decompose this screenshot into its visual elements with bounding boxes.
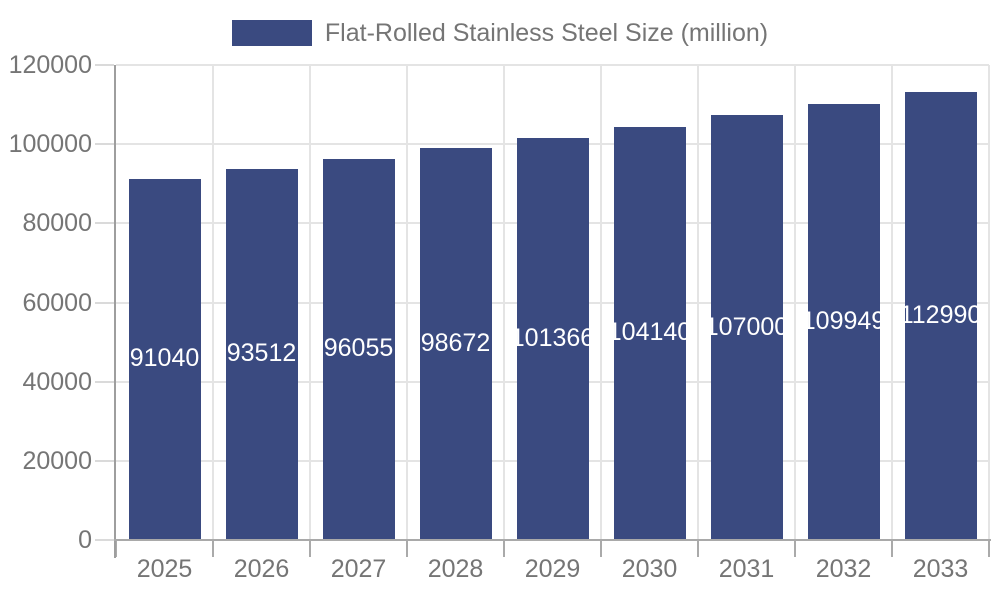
x-gridline xyxy=(891,65,893,540)
bar[interactable]: 107000 xyxy=(705,115,788,539)
x-gridline xyxy=(503,65,505,540)
x-gridline xyxy=(309,65,311,540)
bar-value-label: 101366 xyxy=(510,323,595,352)
bar[interactable]: 93512 xyxy=(225,168,298,539)
x-axis-line xyxy=(114,539,991,541)
y-axis-tick-label: 20000 xyxy=(22,446,92,475)
y-axis-tick xyxy=(95,539,114,541)
bar-value-label: 109949 xyxy=(801,306,886,335)
x-axis-tick-label: 2026 xyxy=(233,555,290,583)
x-gridline xyxy=(697,65,699,540)
bar-value-label: 112990 xyxy=(899,300,982,329)
x-axis-tick xyxy=(697,541,699,557)
x-axis-tick-label: 2029 xyxy=(524,555,581,583)
bar-value-label: 98672 xyxy=(420,329,491,358)
bar-value-label: 96055 xyxy=(323,334,394,363)
y-axis-tick xyxy=(95,301,114,304)
y-axis-tick xyxy=(95,380,114,383)
y-axis-tick-label: 80000 xyxy=(22,209,92,238)
x-gridline xyxy=(988,65,990,540)
y-axis-tick-label: 100000 xyxy=(8,130,92,159)
y-axis-line xyxy=(114,65,116,558)
x-axis-tick xyxy=(503,541,505,557)
x-axis-tick xyxy=(309,541,311,557)
x-axis-tick xyxy=(406,541,408,557)
x-gridline xyxy=(794,65,796,540)
bar[interactable]: 112990 xyxy=(900,91,981,539)
y-axis-tick xyxy=(95,459,114,462)
x-gridline xyxy=(212,65,214,540)
bar-value-label: 91040 xyxy=(129,344,200,373)
x-axis-tick-label: 2027 xyxy=(330,555,387,583)
bar[interactable]: 104140 xyxy=(608,126,691,539)
bar[interactable]: 109949 xyxy=(802,103,885,539)
bar[interactable]: 98672 xyxy=(419,148,492,539)
y-axis-tick xyxy=(95,64,114,66)
bar-value-label: 104140 xyxy=(607,318,692,347)
x-axis-tick-label: 2031 xyxy=(718,555,775,583)
y-axis-tick-label: 120000 xyxy=(8,51,92,79)
x-axis-tick xyxy=(212,541,214,557)
x-axis-tick-label: 2032 xyxy=(815,555,872,583)
x-axis-tick-label: 2028 xyxy=(427,555,484,583)
x-gridline xyxy=(600,65,602,540)
bar-value-label: 93512 xyxy=(226,339,297,368)
x-axis-tick xyxy=(988,541,990,557)
bar[interactable]: 91040 xyxy=(128,178,201,539)
bar-value-label: 107000 xyxy=(704,312,789,341)
x-gridline xyxy=(406,65,408,540)
y-axis-tick-label: 60000 xyxy=(22,288,92,317)
legend-label: Flat-Rolled Stainless Steel Size (millio… xyxy=(324,18,769,47)
y-gridline xyxy=(116,64,989,66)
y-axis-tick xyxy=(95,222,114,225)
x-axis-tick-label: 2025 xyxy=(136,555,193,583)
x-axis-tick-label: 2033 xyxy=(912,555,969,583)
legend-item[interactable]: Flat-Rolled Stainless Steel Size (millio… xyxy=(0,17,1000,49)
x-axis-tick-label: 2030 xyxy=(621,555,678,583)
y-axis-tick xyxy=(95,143,114,146)
bar[interactable]: 101366 xyxy=(511,137,594,539)
y-axis-tick-label: 40000 xyxy=(22,367,92,396)
plot-area: 0 20000 40000 60000 80000 100000 120000 91040 20… xyxy=(9,51,991,583)
legend-swatch-icon xyxy=(231,20,312,46)
bar[interactable]: 96055 xyxy=(322,158,395,539)
x-axis-tick xyxy=(891,541,893,557)
x-axis-tick xyxy=(794,541,796,557)
x-axis-tick xyxy=(600,541,602,557)
y-axis-tick-label: 0 xyxy=(78,526,92,554)
x-axis-tick xyxy=(115,541,117,557)
